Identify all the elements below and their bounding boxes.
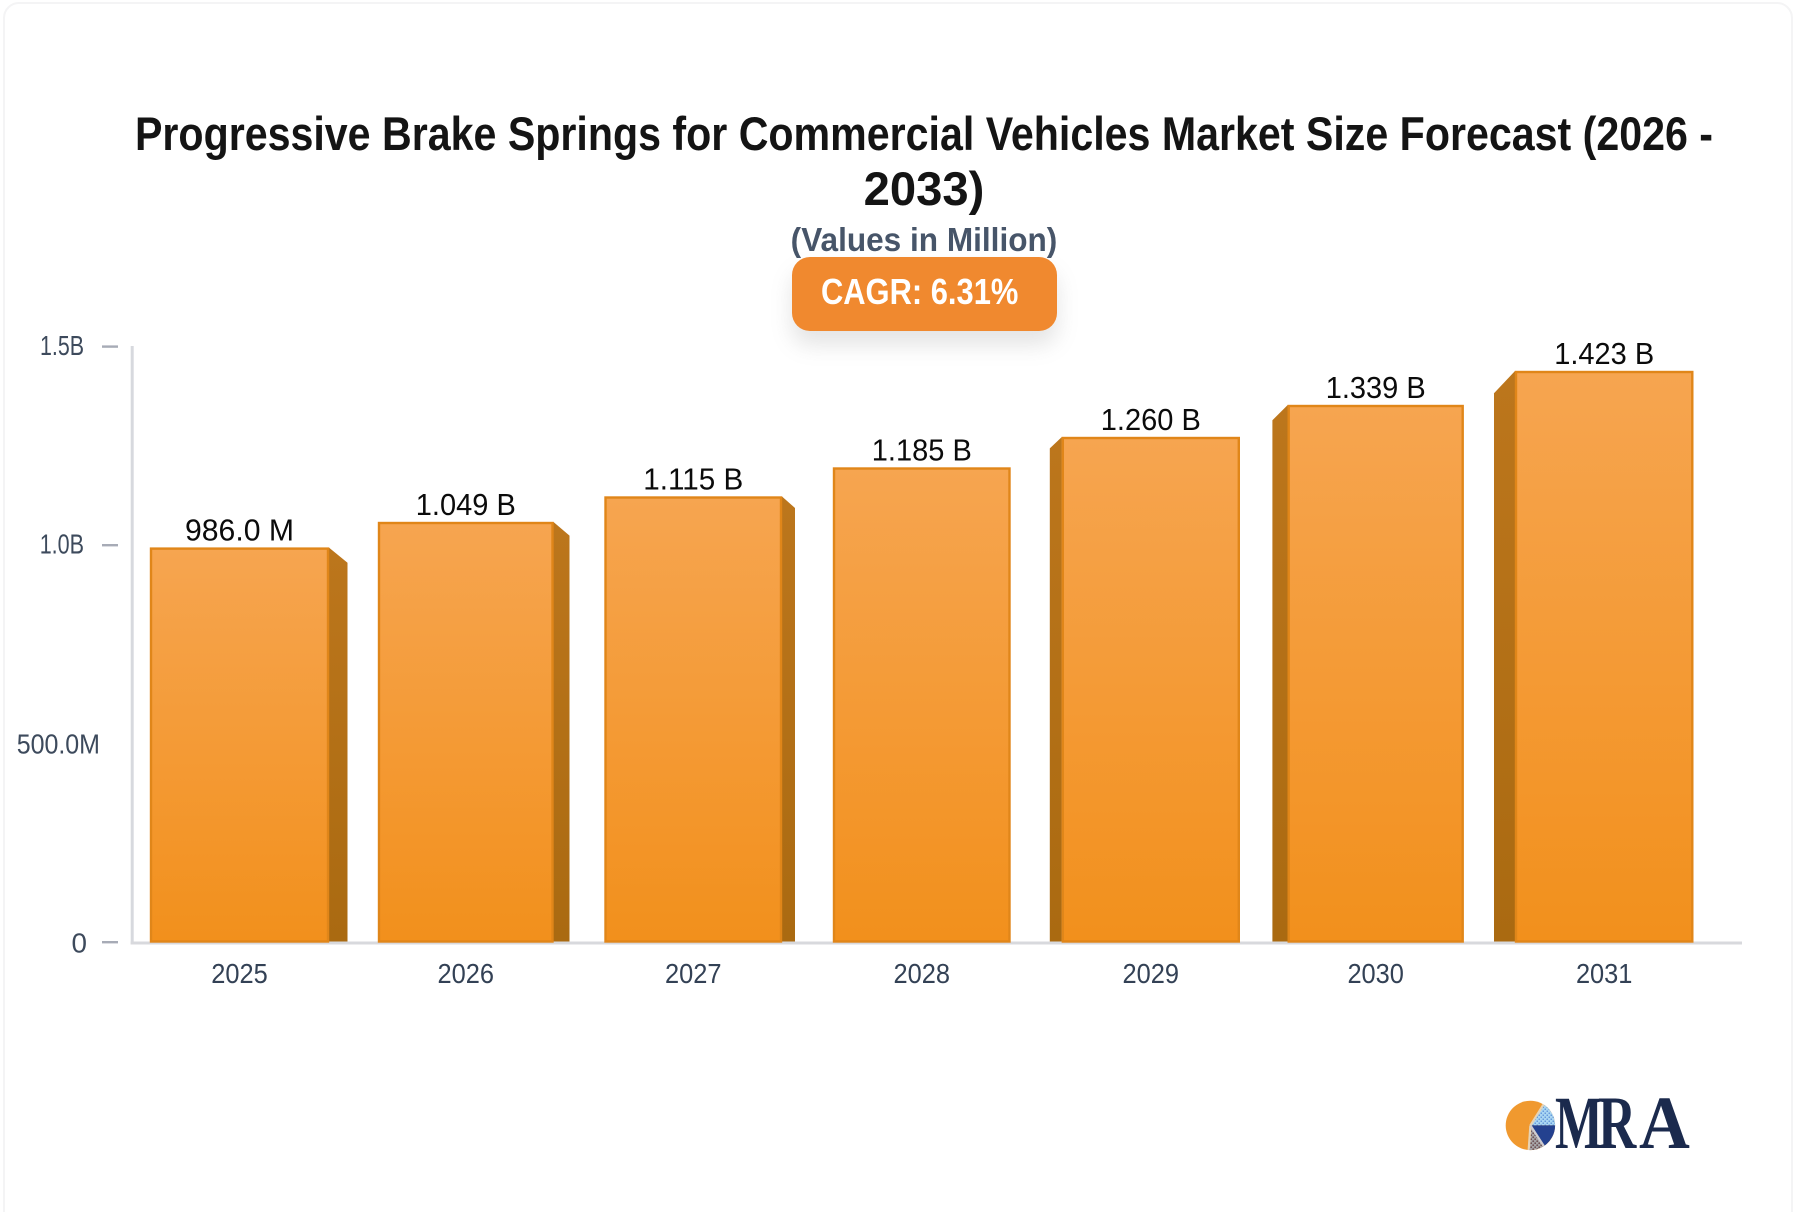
svg-text:2026: 2026	[438, 958, 495, 989]
svg-text:1.185 B: 1.185 B	[872, 433, 972, 468]
svg-text:2027: 2027	[665, 958, 722, 989]
svg-text:1.115 B: 1.115 B	[643, 462, 743, 497]
svg-text:2025: 2025	[211, 958, 268, 989]
svg-text:500.0M: 500.0M	[17, 728, 100, 759]
svg-text:2028: 2028	[894, 958, 951, 989]
svg-text:986.0 M: 986.0 M	[185, 513, 294, 548]
svg-text:1.423 B: 1.423 B	[1554, 336, 1654, 371]
svg-text:1.049 B: 1.049 B	[416, 487, 516, 522]
svg-text:2031: 2031	[1576, 958, 1633, 989]
svg-text:1.0B: 1.0B	[40, 529, 84, 560]
svg-text:0: 0	[72, 927, 87, 958]
svg-text:2030: 2030	[1347, 958, 1404, 989]
svg-text:1.5B: 1.5B	[40, 330, 84, 361]
svg-text:2029: 2029	[1123, 958, 1180, 989]
svg-text:1.260 B: 1.260 B	[1101, 402, 1201, 437]
svg-text:1.339 B: 1.339 B	[1326, 370, 1426, 405]
